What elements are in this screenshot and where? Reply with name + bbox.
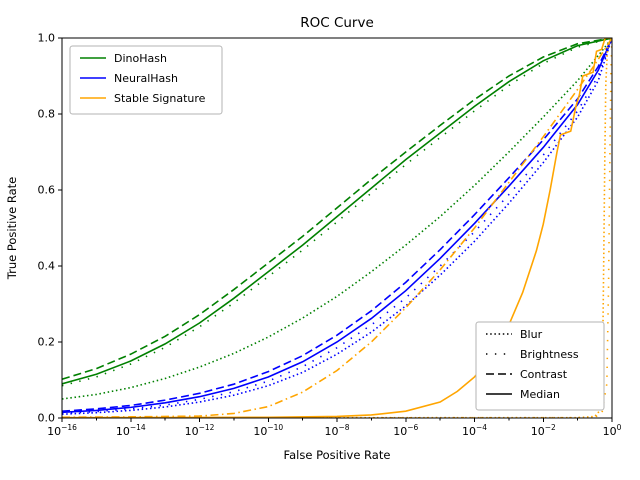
legend: DinoHash NeuralHash Stable Signature — [69, 45, 223, 115]
curve-stable-signature-median — [62, 38, 612, 418]
legend-box — [69, 45, 223, 115]
x-tick-label: 100 — [603, 423, 622, 438]
chart-title: ROC Curve — [300, 15, 374, 31]
y-tick-label: 0.2 — [38, 336, 56, 349]
curve-dinohash-contrast — [62, 38, 612, 381]
x-tick-label: 10−4 — [462, 423, 487, 438]
y-tick-label: 0.6 — [38, 184, 56, 197]
legend-label: Blur — [520, 328, 543, 341]
x-tick-label: 10−14 — [116, 423, 146, 438]
legend-label: Contrast — [520, 368, 568, 381]
x-tick-label: 10−12 — [185, 423, 215, 438]
legend: Blur Brightness Contrast Median — [475, 321, 605, 411]
legend-label: Stable Signature — [114, 92, 206, 105]
x-tick-label: 10−8 — [324, 423, 349, 438]
y-tick-label: 0.4 — [38, 260, 56, 273]
curve-neuralhash-brightness — [62, 38, 612, 415]
x-tick-label: 10−16 — [47, 423, 77, 438]
legend-label: DinoHash — [114, 52, 167, 65]
x-axis-label: False Positive Rate — [284, 448, 391, 462]
y-axis-label: True Positive Rate — [5, 177, 19, 280]
y-tick-label: 1.0 — [38, 32, 56, 45]
x-tick-label: 10−6 — [393, 423, 418, 438]
y-tick-label: 0.0 — [38, 412, 56, 425]
legend-label: Brightness — [520, 348, 579, 361]
y-tick-label: 0.8 — [38, 108, 56, 121]
x-tick-label: 10−2 — [531, 423, 556, 438]
x-tick-label: 10−10 — [253, 423, 283, 438]
curve-dinohash-median — [62, 38, 612, 385]
curve-stable-signature-brightness — [62, 38, 612, 418]
legend-box — [475, 321, 605, 411]
curve-neuralhash-contrast — [62, 38, 612, 412]
plot-area: 10−16 10−14 10−12 10−10 10−8 10−6 10−4 10−2 100 0… — [38, 32, 622, 439]
legend-label: Median — [520, 388, 560, 401]
curve-neuralhash-median — [62, 38, 612, 414]
curve-stable-signature-contrast — [62, 38, 612, 418]
curve-neuralhash-blur — [62, 38, 612, 415]
legend-label: NeuralHash — [114, 72, 178, 85]
